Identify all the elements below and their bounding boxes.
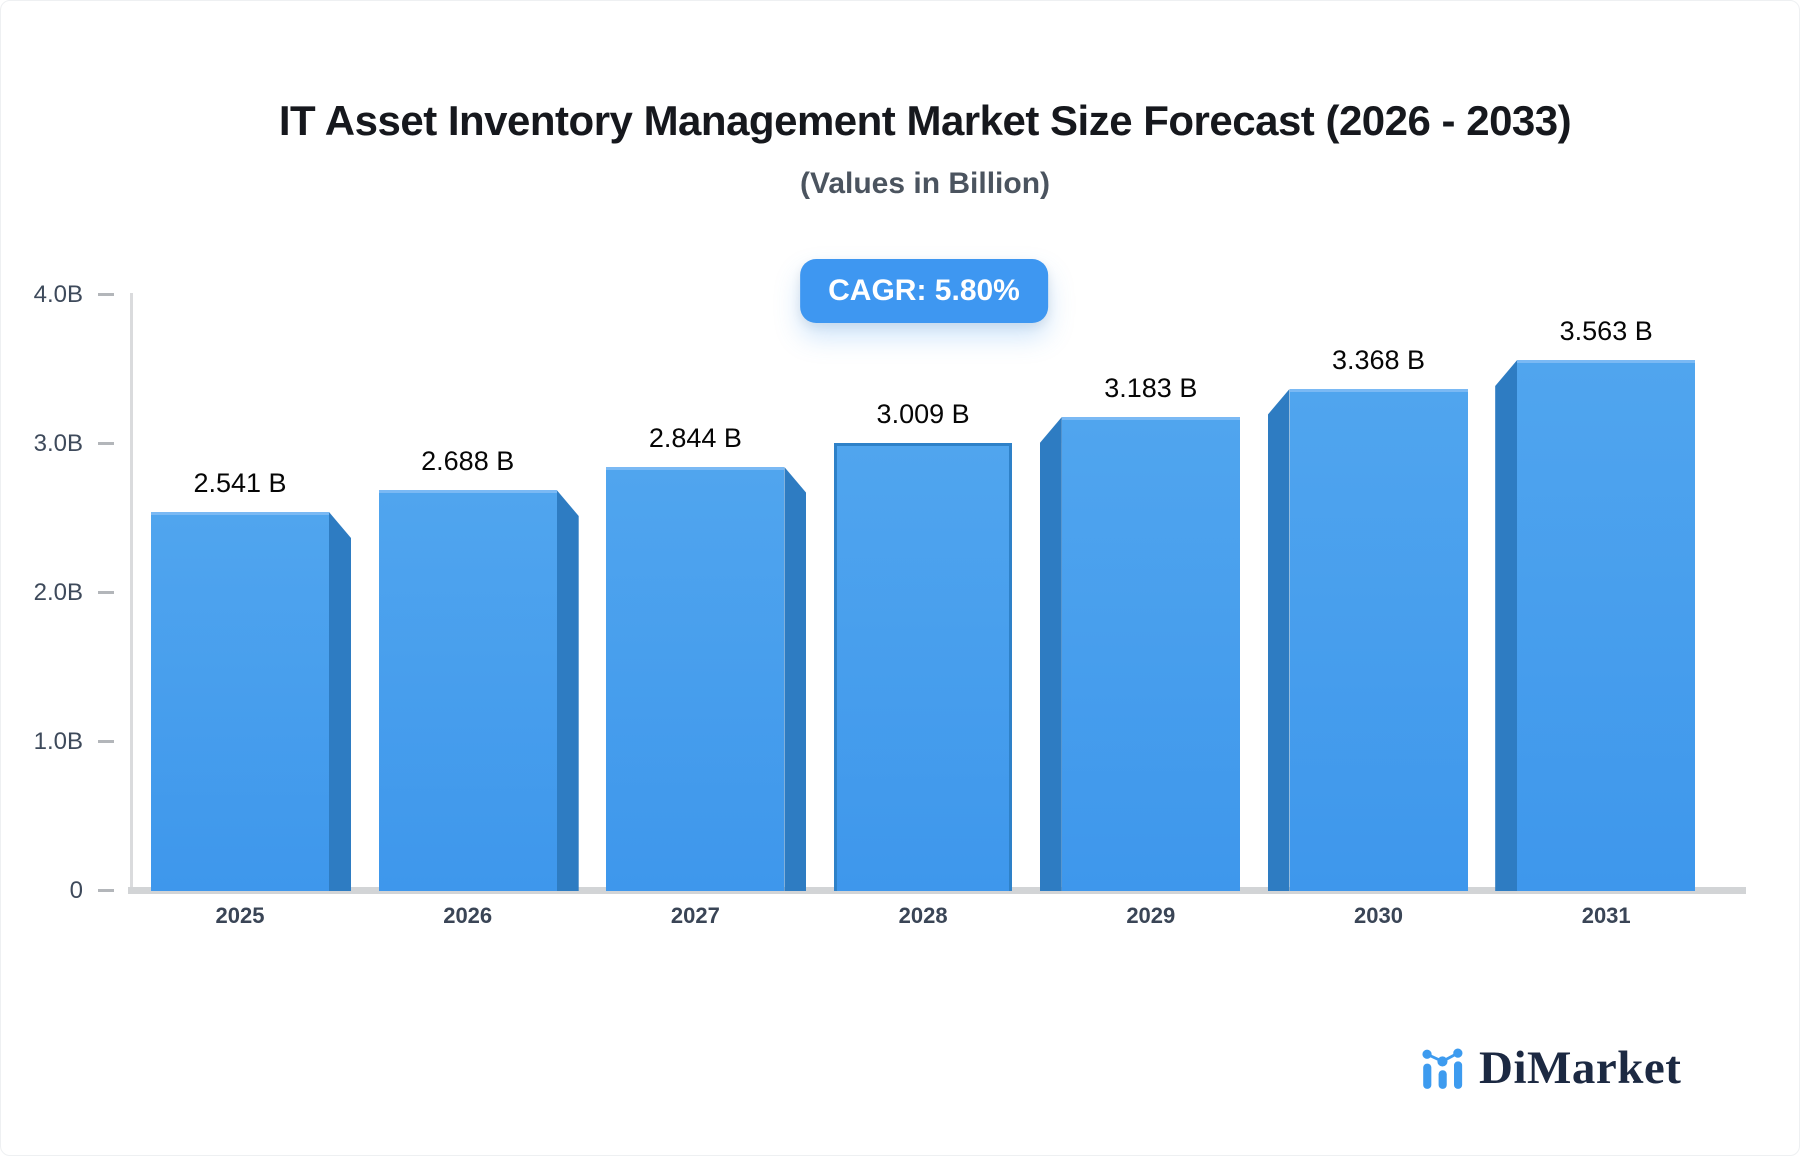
bar-value-label: 2.688 B [421, 446, 515, 476]
bar-2030[interactable] [1289, 389, 1468, 891]
y-tick-mark [98, 591, 114, 594]
x-axis-label-2028: 2028 [898, 903, 948, 928]
x-axis-label-2025: 2025 [215, 903, 265, 928]
y-axis-label: 4.0B [33, 281, 83, 308]
bar-value-label: 3.368 B [1331, 345, 1426, 375]
y-axis-label: 1.0B [33, 728, 83, 755]
bar-3d-side [329, 512, 351, 891]
x-axis-label-2026: 2026 [443, 903, 493, 928]
bar-value-label: 2.844 B [648, 423, 742, 453]
bar-value-label: 3.009 B [876, 399, 970, 429]
y-axis-label: 2.0B [33, 579, 83, 606]
bar-3d-side [1267, 389, 1290, 891]
y-axis-label: 3.0B [33, 430, 83, 457]
y-axis-label: 0 [69, 877, 83, 904]
bar-2031[interactable] [1517, 360, 1696, 891]
bar-3d-side [1039, 417, 1062, 891]
bar-3d-side [784, 467, 807, 891]
dimarket-bars-icon [1421, 1047, 1465, 1089]
x-axis-label-2031: 2031 [1581, 903, 1631, 928]
bar-value-label: 2.541 B [193, 468, 287, 498]
bar-value-label: 3.183 B [1104, 373, 1198, 403]
x-axis-label-2027: 2027 [670, 903, 720, 928]
bar-3d-side [1495, 360, 1518, 891]
chart-title: IT Asset Inventory Management Market Siz… [278, 97, 1572, 144]
bar-2025[interactable] [151, 512, 329, 891]
bar-2028[interactable] [834, 443, 1013, 891]
x-axis-label-2029: 2029 [1126, 903, 1176, 928]
bar-2026[interactable] [378, 490, 557, 891]
y-axis-line [130, 293, 133, 891]
y-tick-mark [98, 740, 114, 743]
brand-name: DiMarket [1479, 1042, 1682, 1094]
y-tick-mark [98, 442, 114, 445]
y-tick-mark [98, 889, 114, 892]
brand-logo: DiMarket [1421, 1039, 1681, 1097]
bar-value-label: 3.563 B [1559, 316, 1653, 346]
bar-3d-side [556, 490, 579, 891]
bar-2029[interactable] [1061, 417, 1240, 891]
cagr-badge: CAGR: 5.80% [800, 259, 1048, 323]
x-axis-label-2030: 2030 [1354, 903, 1403, 928]
y-tick-mark [98, 293, 114, 296]
chart-subtitle: (Values in Billion) [799, 167, 1051, 200]
bar-2027[interactable] [606, 467, 785, 891]
